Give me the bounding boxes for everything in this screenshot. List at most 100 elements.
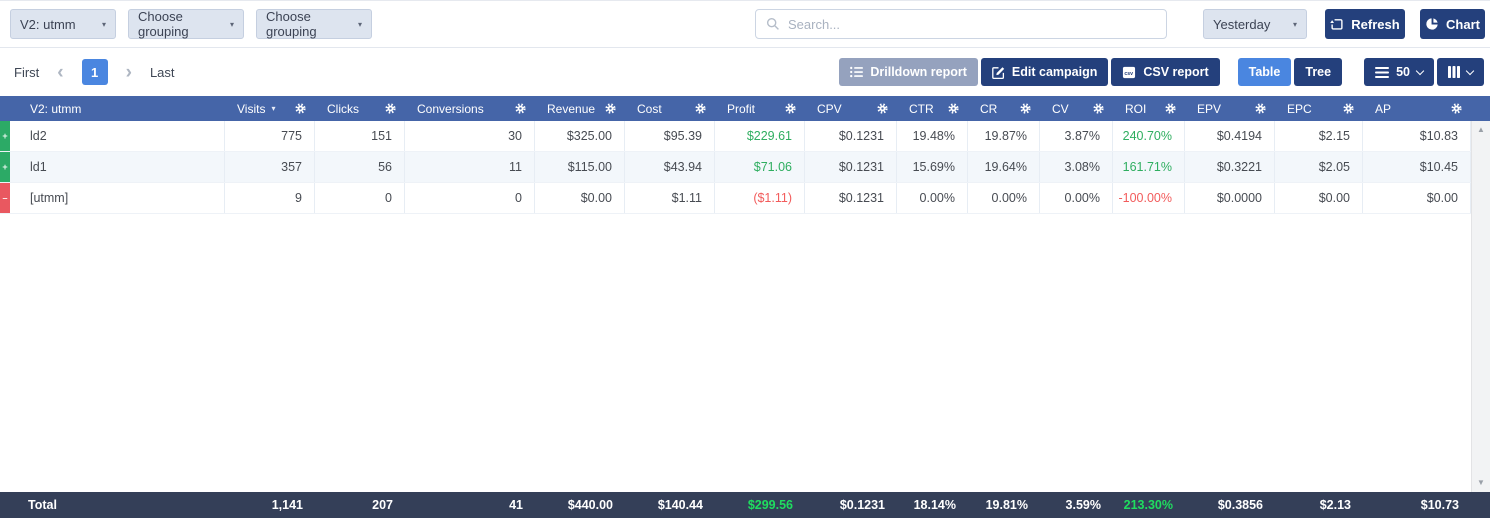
chevron-left-icon[interactable]: ‹ xyxy=(57,61,64,83)
cell-roi: 240.70% xyxy=(1113,121,1185,151)
cell-revenue: $115.00 xyxy=(535,152,625,182)
edit-campaign-button[interactable]: Edit campaign xyxy=(980,58,1109,86)
search-input[interactable] xyxy=(788,16,1156,32)
gear-icon[interactable] xyxy=(1343,103,1354,114)
header-cost[interactable]: Cost xyxy=(625,96,715,121)
refresh-button[interactable]: Refresh xyxy=(1325,9,1405,39)
gear-icon[interactable] xyxy=(515,103,526,114)
cell-visits: 775 xyxy=(225,121,315,151)
pagination: First ‹ 1 › Last xyxy=(14,59,175,85)
variable-select[interactable]: V2: utmm ▾ xyxy=(10,9,116,39)
grouping-select-2[interactable]: Choose grouping ▾ xyxy=(256,9,372,39)
header-profit-label: Profit xyxy=(727,101,756,116)
tree-view-toggle[interactable]: Tree xyxy=(1294,58,1343,86)
cell-cpv: $0.1231 xyxy=(805,152,897,182)
cell-cr: 0.00% xyxy=(968,183,1040,213)
header-cost-label: Cost xyxy=(637,101,662,116)
table-view-toggle[interactable]: Table xyxy=(1237,58,1292,86)
gear-icon[interactable] xyxy=(385,103,396,114)
sort-desc-icon: ▾ xyxy=(271,104,276,113)
chevron-down-icon: ▾ xyxy=(357,19,362,29)
csv-file-icon: csv xyxy=(1123,66,1136,78)
vertical-scrollbar[interactable]: ▲ ▼ xyxy=(1471,121,1490,492)
gear-icon[interactable] xyxy=(1451,103,1462,114)
cell-ctr: 0.00% xyxy=(897,183,968,213)
header-clicks[interactable]: Clicks xyxy=(315,96,405,121)
gear-icon[interactable] xyxy=(695,103,706,114)
cell-cr: 19.64% xyxy=(968,152,1040,182)
scroll-down-icon[interactable]: ▼ xyxy=(1477,478,1485,487)
grouping-select-1-value: Choose grouping xyxy=(138,9,189,39)
pagination-last[interactable]: Last xyxy=(149,64,175,80)
total-revenue: $440.00 xyxy=(567,498,613,512)
chart-label: Chart xyxy=(1446,16,1480,32)
table-row[interactable]: – [utmm] 9 0 0 $0.00 $1.11 ($1.11) $0.12… xyxy=(0,183,1471,214)
cell-epv: $0.3221 xyxy=(1185,152,1275,182)
csv-report-button[interactable]: csv CSV report xyxy=(1111,58,1220,86)
columns-button[interactable] xyxy=(1437,58,1484,86)
header-revenue[interactable]: Revenue xyxy=(535,96,625,121)
total-cr: 19.81% xyxy=(985,498,1028,512)
header-epv[interactable]: EPV xyxy=(1185,96,1275,121)
cell-revenue: $0.00 xyxy=(535,183,625,213)
header-conversions-label: Conversions xyxy=(417,101,484,116)
row-name-label: [utmm] xyxy=(30,191,69,205)
date-range-select[interactable]: Yesterday ▾ xyxy=(1203,9,1307,39)
gear-icon[interactable] xyxy=(948,103,959,114)
drilldown-report-label: Drilldown report xyxy=(870,65,967,79)
cell-cpv: $0.1231 xyxy=(805,121,897,151)
header-ctr[interactable]: CTR xyxy=(897,96,968,121)
total-epv: $0.3856 xyxy=(1217,498,1263,512)
chevron-down-icon: ▾ xyxy=(229,19,234,29)
cell-epv: $0.0000 xyxy=(1185,183,1275,213)
gear-icon[interactable] xyxy=(1165,103,1176,114)
grouping-select-1[interactable]: Choose grouping ▾ xyxy=(128,9,244,39)
header-visits[interactable]: Visits ▾ xyxy=(225,96,315,121)
rows-per-page-button[interactable]: 50 xyxy=(1364,58,1434,86)
cell-ap: $10.45 xyxy=(1363,152,1471,182)
header-conversions[interactable]: Conversions xyxy=(405,96,535,121)
total-epc: $2.13 xyxy=(1319,498,1351,512)
gear-icon[interactable] xyxy=(877,103,888,114)
header-roi[interactable]: ROI xyxy=(1113,96,1185,121)
cell-clicks: 151 xyxy=(315,121,405,151)
scroll-up-icon[interactable]: ▲ xyxy=(1477,125,1485,134)
header-profit[interactable]: Profit xyxy=(715,96,805,121)
header-cpv[interactable]: CPV xyxy=(805,96,897,121)
cell-cost: $43.94 xyxy=(625,152,715,182)
gear-icon[interactable] xyxy=(785,103,796,114)
header-cr[interactable]: CR xyxy=(968,96,1040,121)
edit-icon xyxy=(992,66,1005,79)
pagination-page-1[interactable]: 1 xyxy=(81,59,108,85)
chevron-down-icon xyxy=(1465,66,1475,75)
pagination-first[interactable]: First xyxy=(14,64,40,80)
cell-ap: $10.83 xyxy=(1363,121,1471,151)
cell-conversions: 30 xyxy=(405,121,535,151)
cell-conversions: 0 xyxy=(405,183,535,213)
svg-text:csv: csv xyxy=(1125,71,1134,77)
gear-icon[interactable] xyxy=(605,103,616,114)
chevron-down-icon: ▾ xyxy=(101,19,106,29)
cell-cost: $1.11 xyxy=(625,183,715,213)
cell-ctr: 19.48% xyxy=(897,121,968,151)
header-ap[interactable]: AP xyxy=(1363,96,1471,121)
gear-icon[interactable] xyxy=(295,103,306,114)
refresh-icon xyxy=(1330,18,1343,30)
drilldown-report-button[interactable]: Drilldown report xyxy=(839,58,978,86)
header-cv[interactable]: CV xyxy=(1040,96,1113,121)
report-actions: Drilldown report Edit campaign csv CSV r… xyxy=(839,58,1484,86)
gear-icon[interactable] xyxy=(1255,103,1266,114)
header-epc[interactable]: EPC xyxy=(1275,96,1363,121)
total-cost: $140.44 xyxy=(657,498,703,512)
cell-clicks: 0 xyxy=(315,183,405,213)
chart-button[interactable]: Chart xyxy=(1420,9,1485,39)
gear-icon[interactable] xyxy=(1020,103,1031,114)
columns-icon xyxy=(1448,66,1460,78)
table-row[interactable]: + ld2 775 151 30 $325.00 $95.39 $229.61 … xyxy=(0,121,1471,152)
gear-icon[interactable] xyxy=(1093,103,1104,114)
header-cpv-label: CPV xyxy=(817,101,842,116)
table-row[interactable]: + ld1 357 56 11 $115.00 $43.94 $71.06 $0… xyxy=(0,152,1471,183)
chevron-right-icon[interactable]: › xyxy=(125,61,132,83)
search-box[interactable] xyxy=(755,9,1167,39)
